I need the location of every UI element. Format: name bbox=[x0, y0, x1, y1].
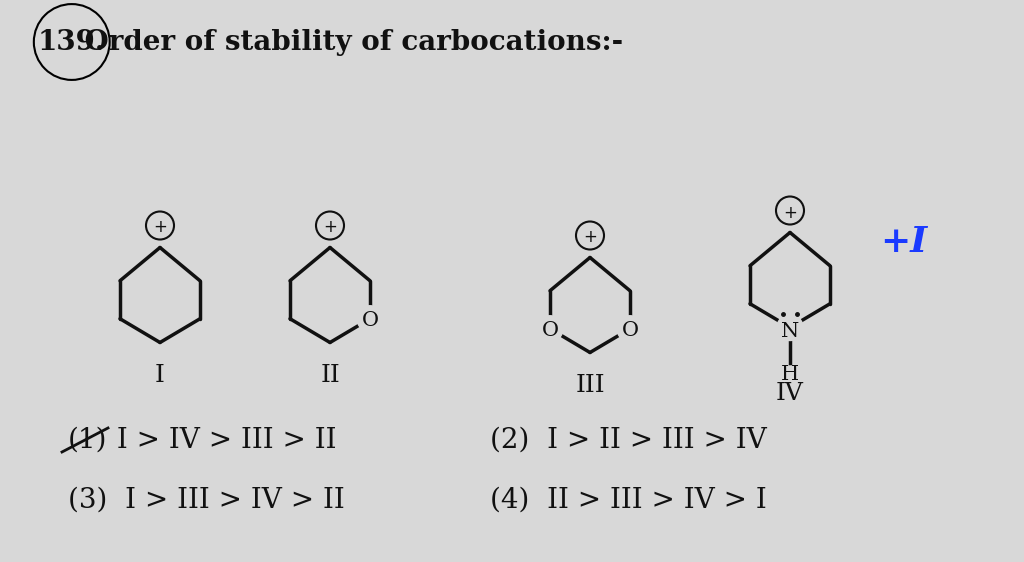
Text: +: + bbox=[783, 203, 797, 221]
Text: H: H bbox=[781, 365, 799, 384]
Text: (4)  II > III > IV > I: (4) II > III > IV > I bbox=[490, 487, 767, 514]
Circle shape bbox=[537, 316, 563, 342]
Text: II: II bbox=[321, 365, 340, 388]
Text: +: + bbox=[323, 219, 337, 237]
Text: Order of stability of carbocations:-: Order of stability of carbocations:- bbox=[75, 29, 624, 56]
Circle shape bbox=[357, 306, 383, 332]
Text: O: O bbox=[361, 311, 379, 330]
Circle shape bbox=[777, 315, 803, 341]
Text: 139.: 139. bbox=[38, 29, 105, 56]
Text: III: III bbox=[575, 374, 605, 397]
Text: IV: IV bbox=[776, 383, 804, 406]
Circle shape bbox=[617, 316, 643, 342]
Text: +I: +I bbox=[880, 225, 927, 260]
Text: I > IV > III > II: I > IV > III > II bbox=[108, 427, 337, 454]
Text: I: I bbox=[155, 365, 165, 388]
Text: +: + bbox=[153, 219, 167, 237]
Text: (2)  I > II > III > IV: (2) I > II > III > IV bbox=[490, 427, 767, 454]
Text: (1): (1) bbox=[68, 427, 108, 454]
Text: (3)  I > III > IV > II: (3) I > III > IV > II bbox=[68, 487, 345, 514]
Text: O: O bbox=[542, 321, 558, 340]
Text: O: O bbox=[622, 321, 639, 340]
Text: N: N bbox=[781, 322, 799, 341]
Text: +: + bbox=[583, 229, 597, 247]
